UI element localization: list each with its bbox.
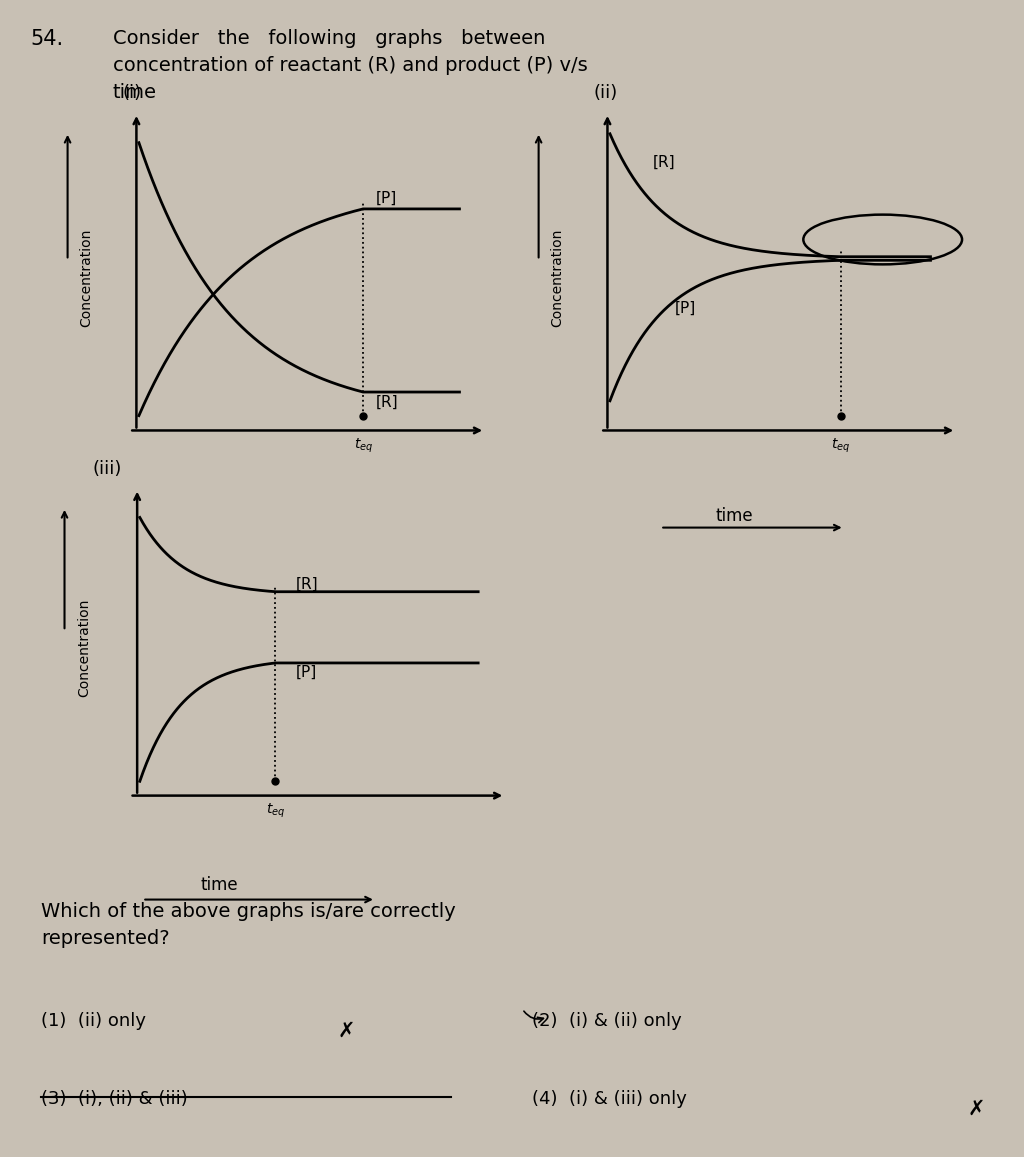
Text: Concentration: Concentration xyxy=(550,228,564,327)
Text: [P]: [P] xyxy=(296,665,316,680)
Text: (iii): (iii) xyxy=(92,460,122,478)
Text: (1)  (ii) only: (1) (ii) only xyxy=(41,1012,146,1031)
Text: (4)  (i) & (iii) only: (4) (i) & (iii) only xyxy=(532,1090,687,1108)
Text: (3)  (i), (ii) & (iii): (3) (i), (ii) & (iii) xyxy=(41,1090,187,1108)
Text: time: time xyxy=(201,876,239,894)
Text: [R]: [R] xyxy=(653,155,676,170)
Text: (2)  (i) & (ii) only: (2) (i) & (ii) only xyxy=(532,1012,682,1031)
Text: Consider   the   following   graphs   between
concentration of reactant (R) and : Consider the following graphs between co… xyxy=(113,29,588,103)
Text: [R]: [R] xyxy=(376,395,398,410)
Text: [P]: [P] xyxy=(376,191,397,206)
Text: (i): (i) xyxy=(123,84,142,102)
Text: [P]: [P] xyxy=(675,301,696,316)
Text: Which of the above graphs is/are correctly
represented?: Which of the above graphs is/are correct… xyxy=(41,902,456,948)
Text: [R]: [R] xyxy=(296,577,318,592)
Text: $t_{eq}$: $t_{eq}$ xyxy=(265,802,285,819)
Text: ✗: ✗ xyxy=(338,1020,355,1040)
Text: (ii): (ii) xyxy=(594,84,618,102)
Text: ✗: ✗ xyxy=(968,1099,985,1119)
Text: $t_{eq}$: $t_{eq}$ xyxy=(831,436,850,455)
Text: Concentration: Concentration xyxy=(77,598,91,698)
Text: time: time xyxy=(715,507,753,525)
Text: Concentration: Concentration xyxy=(79,228,93,327)
Text: time: time xyxy=(244,507,282,525)
Text: 54.: 54. xyxy=(31,29,63,49)
Text: $t_{eq}$: $t_{eq}$ xyxy=(353,436,373,455)
